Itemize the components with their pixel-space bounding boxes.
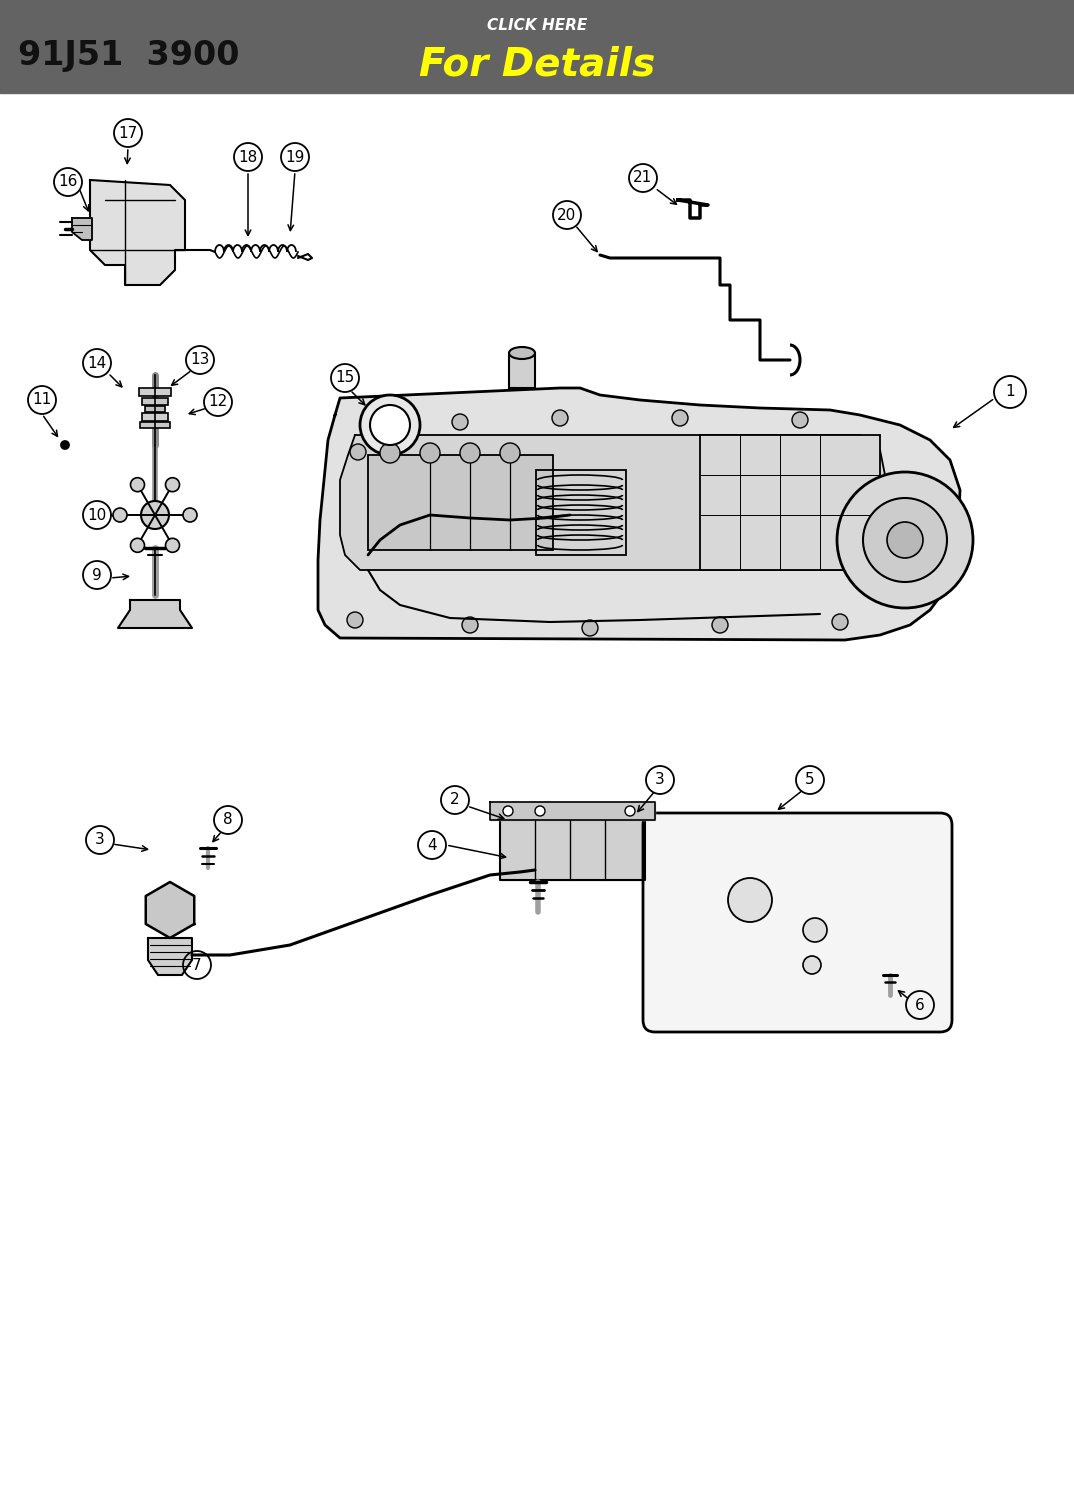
- Circle shape: [183, 508, 197, 521]
- Text: 4: 4: [427, 838, 437, 853]
- Text: 91J51  3900: 91J51 3900: [18, 39, 240, 71]
- Polygon shape: [90, 179, 185, 285]
- Circle shape: [61, 442, 69, 449]
- Circle shape: [380, 443, 400, 463]
- Text: 7: 7: [192, 957, 202, 972]
- Bar: [140, 422, 170, 428]
- Circle shape: [535, 806, 545, 815]
- Circle shape: [863, 497, 947, 582]
- Text: 13: 13: [190, 353, 209, 368]
- Circle shape: [452, 414, 468, 429]
- Polygon shape: [118, 600, 192, 628]
- Text: 19: 19: [286, 149, 305, 164]
- Polygon shape: [490, 802, 655, 820]
- Polygon shape: [72, 219, 92, 240]
- Circle shape: [165, 478, 179, 491]
- Bar: [0, 0, 1074, 93]
- Text: 3: 3: [655, 773, 665, 788]
- Circle shape: [887, 521, 923, 558]
- Text: 14: 14: [87, 356, 106, 371]
- Polygon shape: [340, 436, 885, 570]
- Circle shape: [360, 395, 420, 455]
- Bar: [142, 413, 168, 420]
- Circle shape: [420, 443, 440, 463]
- Circle shape: [803, 918, 827, 942]
- Text: 17: 17: [118, 125, 137, 140]
- Text: 21: 21: [634, 170, 653, 185]
- Text: 18: 18: [238, 149, 258, 164]
- Circle shape: [131, 478, 145, 491]
- Text: 15: 15: [335, 371, 354, 386]
- Bar: [536, 470, 626, 555]
- Text: 1: 1: [1005, 384, 1015, 399]
- Circle shape: [460, 443, 480, 463]
- Circle shape: [503, 806, 513, 815]
- Polygon shape: [148, 937, 192, 975]
- Circle shape: [371, 405, 410, 445]
- Text: 20: 20: [557, 208, 577, 223]
- Circle shape: [462, 616, 478, 633]
- Circle shape: [165, 538, 179, 552]
- Text: 3: 3: [96, 832, 105, 847]
- Text: CLICK HERE: CLICK HERE: [487, 18, 587, 33]
- Text: 8: 8: [223, 812, 233, 827]
- Circle shape: [832, 613, 848, 630]
- Bar: [368, 455, 553, 550]
- Circle shape: [113, 508, 127, 521]
- Circle shape: [625, 806, 635, 815]
- Polygon shape: [500, 820, 645, 880]
- Text: 9: 9: [92, 568, 102, 583]
- Circle shape: [350, 445, 366, 460]
- Bar: [142, 398, 168, 405]
- Bar: [700, 436, 880, 570]
- Circle shape: [792, 411, 808, 428]
- Circle shape: [347, 612, 363, 628]
- Circle shape: [141, 500, 169, 529]
- Polygon shape: [146, 882, 194, 937]
- FancyBboxPatch shape: [643, 812, 952, 1032]
- Text: 12: 12: [208, 395, 228, 410]
- Ellipse shape: [509, 347, 535, 359]
- Circle shape: [837, 472, 973, 607]
- Circle shape: [582, 619, 598, 636]
- Circle shape: [500, 443, 520, 463]
- Circle shape: [712, 616, 728, 633]
- Circle shape: [803, 955, 821, 974]
- Text: 2: 2: [450, 793, 460, 808]
- Circle shape: [552, 410, 568, 426]
- Text: 16: 16: [58, 175, 77, 190]
- Text: For Details: For Details: [419, 47, 655, 84]
- Text: 11: 11: [32, 392, 52, 407]
- Bar: [139, 387, 171, 396]
- Circle shape: [131, 538, 145, 552]
- Circle shape: [728, 879, 772, 922]
- Circle shape: [672, 410, 688, 426]
- Bar: [145, 405, 165, 411]
- Text: 6: 6: [915, 998, 925, 1013]
- Bar: [509, 353, 535, 387]
- Text: 10: 10: [87, 508, 106, 523]
- Text: 5: 5: [806, 773, 815, 788]
- Polygon shape: [318, 387, 960, 640]
